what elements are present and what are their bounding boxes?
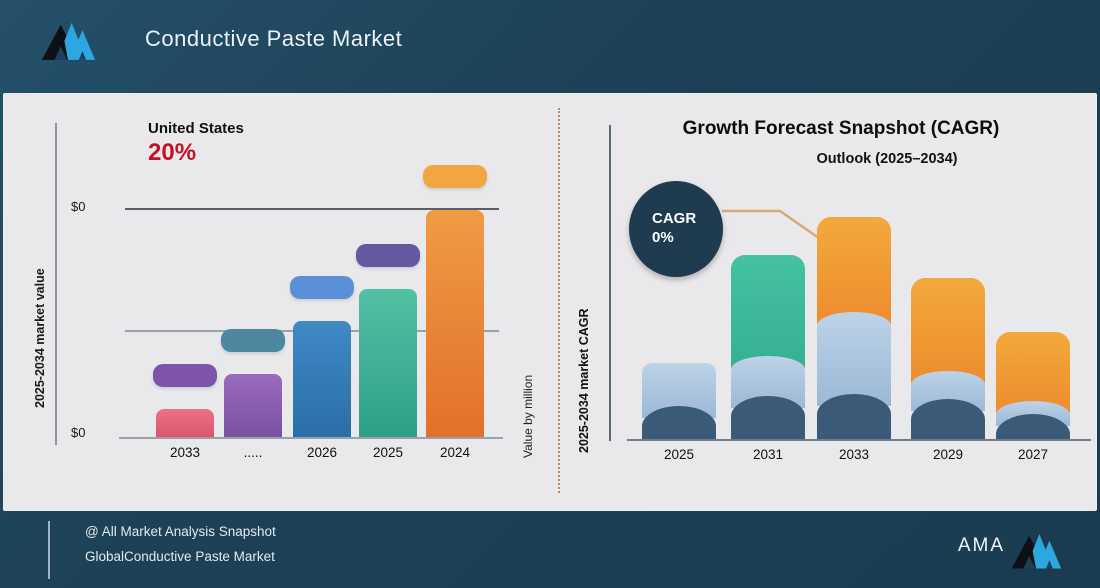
left-bar-2025 (359, 289, 417, 437)
left-chart-y-axis-label: 2025-2034 market value (33, 268, 47, 408)
left-chart-plot-area (123, 163, 503, 437)
chart-panel: United States 20% 2025-2034 market value… (3, 93, 1097, 511)
page-title: Conductive Paste Market (145, 26, 403, 51)
left-chart-y-axis-line (55, 123, 57, 445)
right-bar-2031-base-segment (731, 396, 805, 439)
right-x-tick-2033: 2033 (838, 447, 870, 462)
right-bar-2033-top-segment (817, 217, 891, 324)
left-x-tick-2026: 2026 (306, 445, 338, 460)
right-x-tick-2029: 2029 (932, 447, 964, 462)
left-bar-cap-..... (221, 329, 285, 352)
right-x-tick-2031: 2031 (752, 447, 784, 462)
left-bar-cap-2025 (356, 244, 420, 267)
right-chart-x-axis-line (627, 439, 1091, 441)
right-bar-2033-middle-segment (817, 312, 891, 406)
right-chart-y-axis-label: 2025-2034 market CAGR (577, 308, 591, 453)
left-x-tick-.....: ..... (243, 445, 263, 460)
left-chart-y-tick-bottom: $0 (71, 425, 86, 440)
right-x-tick-2025: 2025 (663, 447, 695, 462)
left-bar-2026 (293, 321, 351, 437)
footer: @ All Market Analysis Snapshot GlobalCon… (0, 511, 1100, 588)
left-bar-2024 (426, 210, 484, 437)
right-bar-2029-base-segment (911, 399, 985, 439)
panel-divider-dotted-line (558, 108, 560, 493)
left-x-tick-2025: 2025 (372, 445, 404, 460)
footer-brand-text: AMA (957, 535, 1005, 556)
left-bar-cap-2033 (153, 364, 217, 387)
header: Conductive Paste Market (0, 0, 1100, 93)
left-bar-2033 (156, 409, 214, 437)
right-chart-y-axis-line (609, 125, 611, 441)
left-chart-gridline-top (125, 208, 499, 210)
right-bar-2031-top-segment (731, 255, 805, 368)
left-chart-x-axis-line (119, 437, 503, 439)
left-chart-growth-percent: 20% (148, 139, 197, 166)
footer-report-name: GlobalConductive Paste Market (85, 549, 275, 564)
cagr-badge: CAGR 0% (629, 181, 723, 277)
left-bar-cap-2024 (423, 165, 487, 188)
ama-logo-icon (41, 22, 96, 60)
right-bar-2025-base-segment (642, 406, 716, 439)
cagr-badge-label: CAGR (652, 210, 697, 228)
left-x-tick-2033: 2033 (169, 445, 201, 460)
footer-ama-logo-icon (1011, 534, 1062, 569)
left-bar-cap-2026 (290, 276, 354, 299)
right-x-tick-2027: 2027 (1017, 447, 1049, 462)
right-bar-2033-base-segment (817, 394, 891, 439)
right-chart-subtitle: Outlook (2025–2034) (816, 151, 958, 167)
value-by-million-label: Value by million (521, 374, 535, 458)
left-chart-region-label: United States (148, 120, 244, 137)
cagr-badge-value: 0% (652, 229, 674, 246)
footer-divider-line (48, 521, 50, 579)
right-chart-plot-area (631, 209, 1091, 439)
right-chart-title: Growth Forecast Snapshot (CAGR) (682, 118, 1000, 139)
right-bar-2029-top-segment (911, 278, 985, 383)
left-x-tick-2024: 2024 (439, 445, 471, 460)
left-chart-y-tick-top: $0 (71, 199, 86, 214)
footer-source-text: @ All Market Analysis Snapshot (85, 524, 276, 539)
right-bar-2027-top-segment (996, 332, 1070, 413)
left-bar-..... (224, 374, 282, 437)
